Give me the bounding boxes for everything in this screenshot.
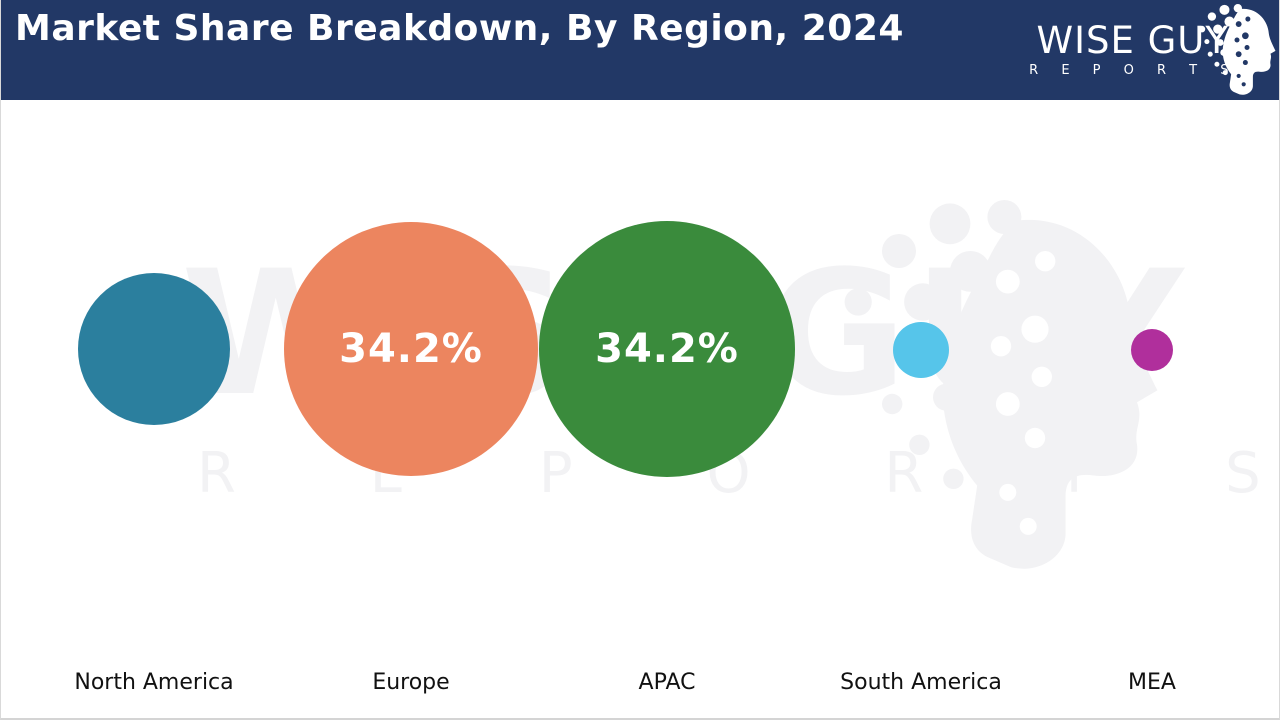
logo-wordmark-line2: R E P O R T S [1029, 62, 1238, 78]
bubble-value-label: 34.2% [595, 326, 739, 372]
page-title: Market Share Breakdown, By Region, 2024 [15, 8, 904, 49]
category-label-apac: APAC [638, 670, 696, 695]
logo-head-icon [1198, 4, 1276, 95]
bubble-value-label: 34.2% [339, 326, 483, 372]
logo-wordmark: WISE GUY R E P O R T S [1029, 19, 1229, 78]
category-label-mea: MEA [1128, 670, 1176, 695]
bubble-north-america [78, 273, 230, 425]
category-label-south-america: South America [840, 670, 1002, 695]
category-label-north-america: North America [74, 670, 234, 695]
wiseguy-logo: WISE GUY R E P O R T S [1029, 4, 1279, 96]
category-label-europe: Europe [372, 670, 450, 695]
logo-wordmark-line1: WISE GUY [1036, 19, 1229, 63]
bubble-europe: 34.2% [284, 222, 538, 476]
bubble-apac: 34.2% [539, 221, 795, 477]
header: Market Share Breakdown, By Region, 2024 … [1, 0, 1279, 100]
